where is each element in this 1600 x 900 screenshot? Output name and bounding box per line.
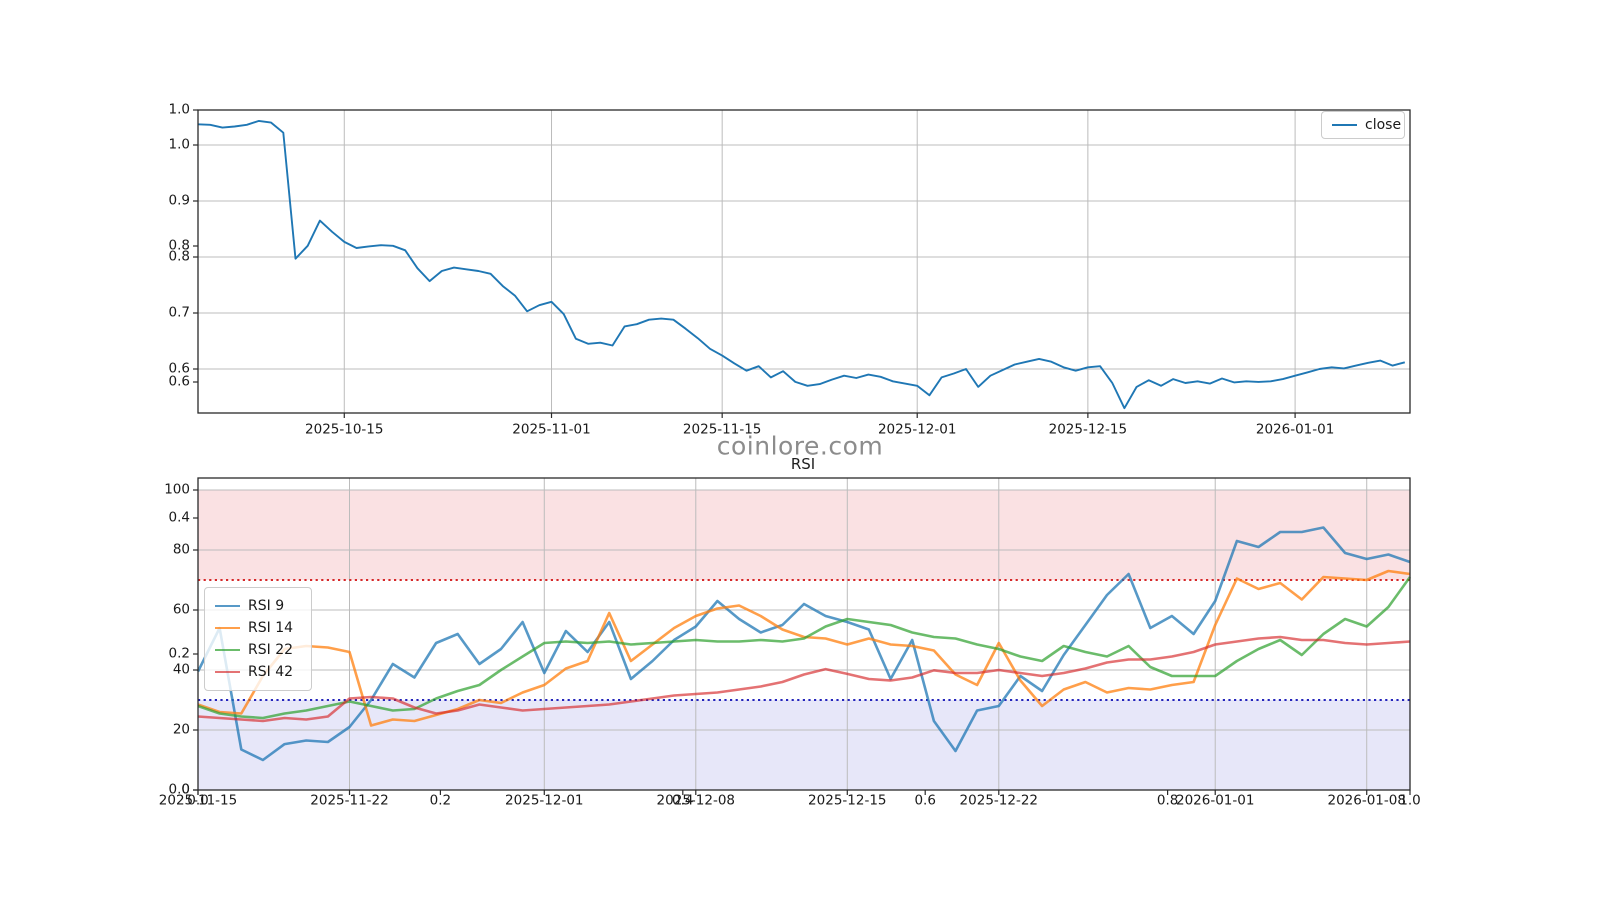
watermark: coinlore.com: [716, 431, 884, 461]
overlay-y-tick-label: 0.8: [168, 237, 190, 254]
top-x-tick-label: 2025-12-15: [1048, 421, 1128, 438]
rsi-y-tick-label: 20: [172, 721, 190, 738]
overlay-x-tick-label: 0.0: [187, 792, 209, 809]
rsi-y-tick-label: 0: [181, 781, 190, 798]
overlay-x-tick-label: 0.8: [1156, 792, 1179, 809]
overlay-y-tick-label: 1.0: [168, 101, 190, 118]
top-y-tick-label: 0.9: [168, 192, 190, 209]
rsi-y-tick-label: 40: [172, 661, 190, 678]
top-x-tick-label: 2025-11-15: [682, 421, 762, 438]
rsi-x-tick-label: 2025-12-01: [505, 792, 584, 809]
rsi-22-line-swatch: [215, 649, 240, 651]
legend-label: RSI 14: [248, 620, 294, 636]
close-legend-label: close: [1365, 117, 1402, 133]
legend-label: RSI 9: [248, 598, 285, 614]
rsi-14-line-swatch: [215, 627, 240, 629]
rsi-y-tick-label: 100: [164, 481, 190, 498]
rsi-9-line-swatch: [215, 605, 240, 607]
legend-label: RSI 42: [248, 664, 294, 680]
overlay-y-tick-label: 0.2: [168, 645, 190, 662]
top-y-tick-label: 0.7: [168, 304, 190, 321]
overlay-y-tick-label: 0.0: [168, 781, 190, 798]
rsi-42-line-swatch: [215, 671, 240, 673]
rsi-y-tick-label: 60: [172, 601, 190, 618]
overlay-x-tick-label: 1.0: [1399, 792, 1421, 809]
rsi-legend: RSI 9 RSI 14 RSI 22 RSI 42: [204, 587, 312, 691]
close-line-swatch: [1332, 124, 1357, 126]
rsi-x-tick-label: 2025-12-08: [656, 792, 736, 809]
rsi-x-tick-label: 2025-11-22: [310, 792, 389, 809]
legend-item-rsi-42: RSI 42: [215, 661, 301, 683]
overlay-x-tick-label: 0.6: [914, 792, 936, 809]
top-y-tick-label: 1.0: [168, 136, 190, 153]
overlay-y-tick-label: 0.4: [168, 509, 190, 526]
legend-label: RSI 22: [248, 642, 294, 658]
rsi-x-tick-label: 2026-01-01: [1175, 792, 1255, 809]
legend-item-rsi-9: RSI 9: [215, 595, 301, 617]
legend-item-rsi-14: RSI 14: [215, 617, 301, 639]
close-legend: close: [1321, 111, 1405, 139]
overlay-x-tick-label: 0.2: [429, 792, 452, 809]
rsi-y-tick-label: 80: [172, 541, 190, 558]
rsi-x-tick-label: 2025-12-22: [959, 792, 1039, 809]
top-x-tick-label: 2025-10-15: [305, 421, 384, 438]
overlay-x-tick-label: 0.4: [672, 792, 694, 809]
top-x-tick-label: 2026-01-01: [1255, 421, 1335, 438]
top-y-tick-label: 0.8: [168, 248, 190, 265]
top-x-tick-label: 2025-12-01: [877, 421, 957, 438]
rsi-x-tick-label: 2026-01-08: [1327, 792, 1406, 809]
overlay-y-tick-label: 0.6: [168, 373, 190, 390]
legend-item-rsi-22: RSI 22: [215, 639, 301, 661]
rsi-x-tick-label: 2025-12-15: [808, 792, 887, 809]
top-y-tick-label: 0.6: [168, 360, 190, 377]
rsi-x-tick-label: 2025-11-15: [158, 792, 238, 809]
rsi-chart-title: RSI: [790, 455, 816, 473]
top-x-tick-label: 2025-11-01: [512, 421, 591, 438]
